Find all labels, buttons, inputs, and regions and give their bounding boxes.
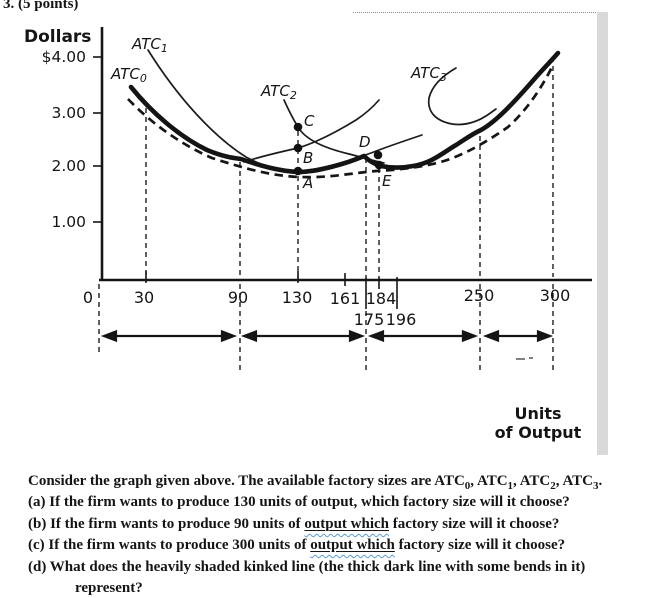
question-c-post: factory size will it choose? [394,537,566,554]
curve-label-atc0-sub: 0 [139,72,147,85]
point-d-dot [373,150,383,160]
question-c-pre: (c) If the firm wants to produce 300 uni… [28,537,311,554]
atc3-curve [427,67,497,126]
x-tick-label-184: 184 [365,289,397,308]
question-intro-text-1: Consider the graph given above. The avai… [28,473,465,489]
question-intro-text-2: , ATC [470,473,508,489]
y-axis-title: Dollars [24,27,92,47]
y-tick-label-3: 3.00 [51,104,86,122]
x-axis-title-line2: of Output [494,423,582,442]
curve-label-atc3-sub: 3 [439,71,447,84]
point-label-a: A [303,174,314,192]
x-tick-label-0: 0 [82,288,94,307]
question-c: (c) If the firm wants to produce 300 uni… [28,535,653,556]
question-intro-sub-2: 2 [550,480,556,492]
point-label-d: D [359,133,371,151]
point-label-e: E [382,172,392,190]
point-b-dot [293,143,303,153]
x-tick-label-175: 175 [353,310,385,329]
grammar-squiggle-text: output which [310,537,395,554]
atc0-rising-branch-curve [243,99,380,163]
point-dots [293,122,384,176]
question-intro-sub-1: 1 [507,480,514,492]
curve-label-atc3: ATC3 [411,64,447,84]
problem-number-heading: 3. (5 points) [3,0,79,12]
y-tick-label-4: $4.00 [41,48,86,66]
x-tick-label-196: 196 [385,310,417,329]
question-b: (b) If the firm wants to produce 90 unit… [28,514,653,535]
curve-label-atc1: ATC1 [132,35,168,55]
x-tick-label-30: 30 [133,288,155,307]
curve-label-atc2: ATC2 [261,82,297,102]
curve-label-atc0-base: ATC [111,65,140,83]
question-intro: Consider the graph given above. The avai… [28,471,653,492]
x-tick-label-161: 161 [329,289,361,308]
question-b-post: factory size will it choose? [389,515,560,532]
image-edge-strip [597,12,608,455]
question-intro-text-4: , ATC [555,473,593,489]
question-b-pre: (b) If the firm wants to produce 90 unit… [28,515,305,532]
curve-label-atc1-sub: 1 [160,42,168,55]
question-intro-sub-3: 3 [593,480,599,492]
dashed-guide-lines [98,57,554,371]
question-d-line1: (d) What does the heavily shaded kinked … [28,558,586,575]
y-tick-marks [93,56,103,223]
cost-curve-figure [93,27,592,371]
point-a-dot [293,166,303,176]
range-arrows [100,329,554,343]
point-label-c: C [304,112,315,130]
point-label-b: B [303,149,314,167]
scan-stray-marks [516,357,533,360]
question-intro-text-3: , ATC [513,473,551,489]
x-tick-label-130: 130 [281,288,313,307]
question-a: (a) If the firm wants to produce 130 uni… [28,494,570,511]
dashed-long-run-curve [127,66,554,179]
question-intro-sub-0: 0 [464,480,471,492]
x-tick-label-300: 300 [539,286,571,305]
axes [93,27,592,309]
curve-label-atc3-base: ATC [411,64,440,82]
y-tick-label-1: 1.00 [51,213,86,231]
grammar-flagged-phrase: output which [304,516,389,532]
grammar-squiggle-text: output which [304,515,389,532]
y-tick-label-2: 2.00 [51,157,86,175]
curve-label-atc1-base: ATC [132,35,161,53]
curve-label-atc2-sub: 2 [289,89,297,102]
curve-label-atc2-base: ATC [261,82,290,100]
question-intro-text-5: . [598,473,603,489]
point-c-dot [293,122,303,132]
question-d-line2: represent? [75,580,143,597]
question-block: Consider the graph given above. The avai… [28,471,653,598]
x-axis-title: Units of Output [493,404,583,442]
x-tick-label-250: 250 [463,286,495,305]
x-axis-title-line1: Units [514,404,562,423]
grammar-flagged-phrase: output which [310,537,395,553]
point-e-dot [374,160,384,170]
curve-label-atc0: ATC0 [111,65,147,85]
scan-top-edge-line [353,12,600,13]
x-tick-marks [145,271,398,309]
x-tick-label-90: 90 [227,288,249,307]
